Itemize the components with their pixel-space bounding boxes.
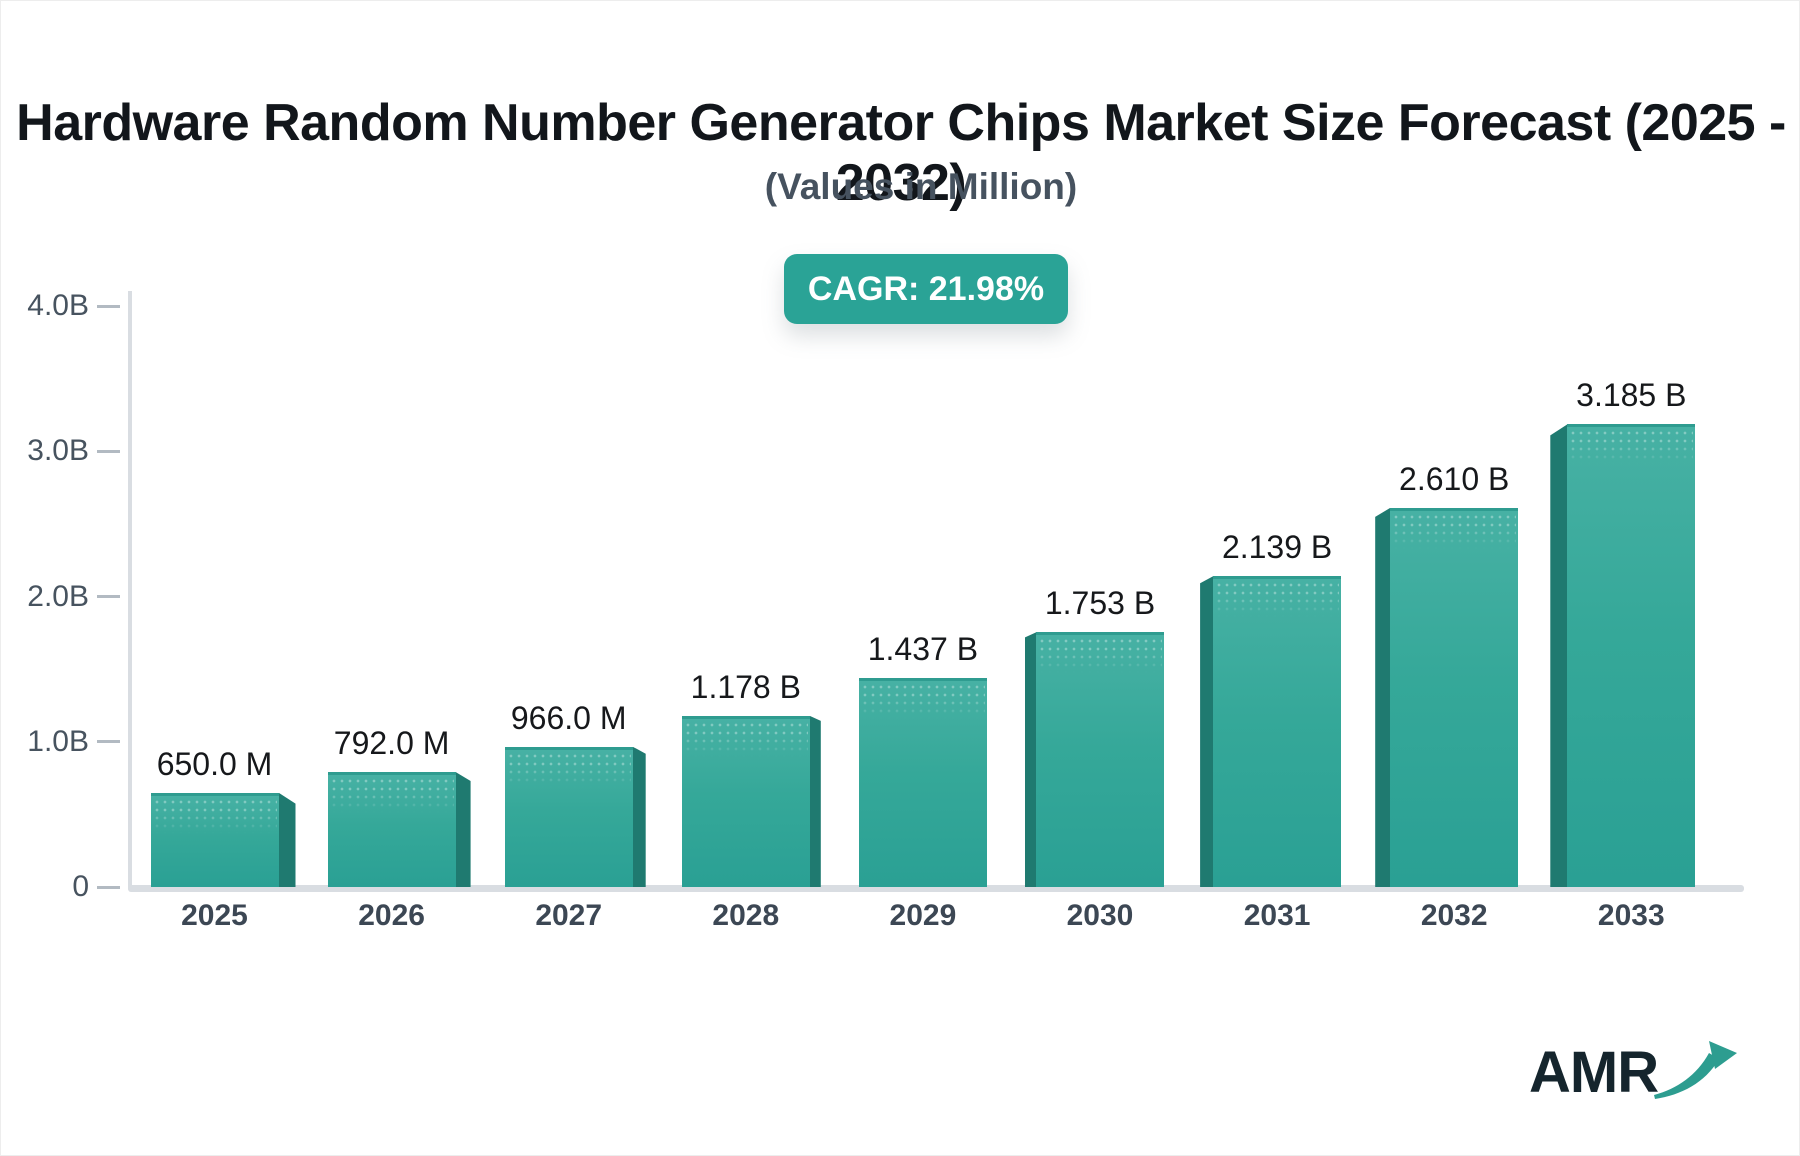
bar-value-label-2033: 3.185 B (1576, 377, 1687, 414)
y-axis-tick (97, 449, 120, 453)
x-axis-baseline (128, 885, 1744, 892)
x-axis-label-2026: 2026 (358, 899, 425, 932)
bar-value-label-2029: 1.437 B (867, 631, 979, 668)
y-axis-tick-label: 4.0B (27, 289, 89, 322)
x-axis-label-2032: 2032 (1420, 899, 1488, 932)
bar-top-highlight (1215, 581, 1340, 618)
x-axis-label-2025: 2025 (181, 899, 248, 932)
bar-2032 (1390, 507, 1519, 887)
x-axis-label-2031: 2031 (1243, 899, 1311, 932)
bar-top-highlight (506, 751, 631, 788)
y-axis-line (128, 291, 132, 888)
y-axis-tick (97, 595, 120, 598)
bar-side-2030 (1025, 632, 1036, 887)
x-axis-label-2027: 2027 (535, 899, 603, 932)
bar-2027 (504, 746, 633, 887)
bar-2026 (327, 771, 456, 887)
growth-arrow-icon (1654, 1041, 1737, 1099)
bar-top-highlight (152, 797, 277, 834)
bar-value-label-2025: 650.0 M (156, 745, 273, 782)
bar-side-2028 (809, 715, 821, 887)
bar-2030 (1036, 632, 1164, 887)
amr-logo: AMR (1529, 1031, 1759, 1121)
y-axis-tick-label: 0 (72, 870, 89, 903)
cagr-badge: CAGR: 21.98% (784, 254, 1068, 324)
bar-value-label-2027: 966.0 M (510, 699, 627, 736)
x-axis-label-2030: 2030 (1066, 899, 1134, 932)
bar-value-label-2031: 2.139 B (1221, 529, 1333, 566)
bar-2031 (1213, 576, 1342, 887)
amr-logo-text: AMR (1529, 1040, 1659, 1105)
bar-2028 (681, 715, 810, 887)
y-axis-tick (97, 304, 120, 308)
bar-top-highlight (683, 720, 808, 757)
bar-value-label-2028: 1.178 B (690, 668, 801, 705)
bar-value-label-2030: 1.753 B (1044, 585, 1156, 622)
bar-side-2032 (1375, 507, 1391, 887)
x-axis-label-2033: 2033 (1597, 899, 1665, 932)
bar-value-label-2032: 2.610 B (1399, 460, 1510, 497)
bar-top-highlight (1392, 512, 1517, 549)
bar-top-highlight (1038, 637, 1162, 674)
page-title: Hardware Random Number Generator Chips M… (16, 94, 1786, 212)
bar-side-2031 (1200, 576, 1214, 887)
bar-side-2033 (1550, 424, 1568, 887)
y-axis-tick-label: 3.0B (27, 434, 89, 468)
bar-top-highlight (860, 683, 985, 720)
bar-side-2025 (278, 792, 296, 887)
bar-2033 (1567, 424, 1696, 887)
y-axis-tick-label: 2.0B (27, 579, 89, 613)
bar-side-2027 (632, 746, 646, 887)
page-subtitle: (Values in Million) (764, 166, 1078, 207)
bar-2025 (150, 792, 279, 887)
bar-side-2026 (455, 771, 471, 887)
bar-value-label-2026: 792.0 M (333, 724, 450, 761)
cagr-badge-label: CAGR: 21.98% (807, 269, 1045, 308)
bar-2029 (858, 678, 987, 887)
x-axis-label-2028: 2028 (712, 899, 780, 932)
bar-top-highlight (329, 776, 454, 813)
bar-top-highlight (1569, 429, 1694, 466)
y-axis-tick (97, 740, 120, 744)
x-axis-label-2029: 2029 (889, 899, 957, 932)
y-axis-tick-label: 1.0B (27, 724, 89, 758)
y-axis-tick (97, 885, 120, 889)
